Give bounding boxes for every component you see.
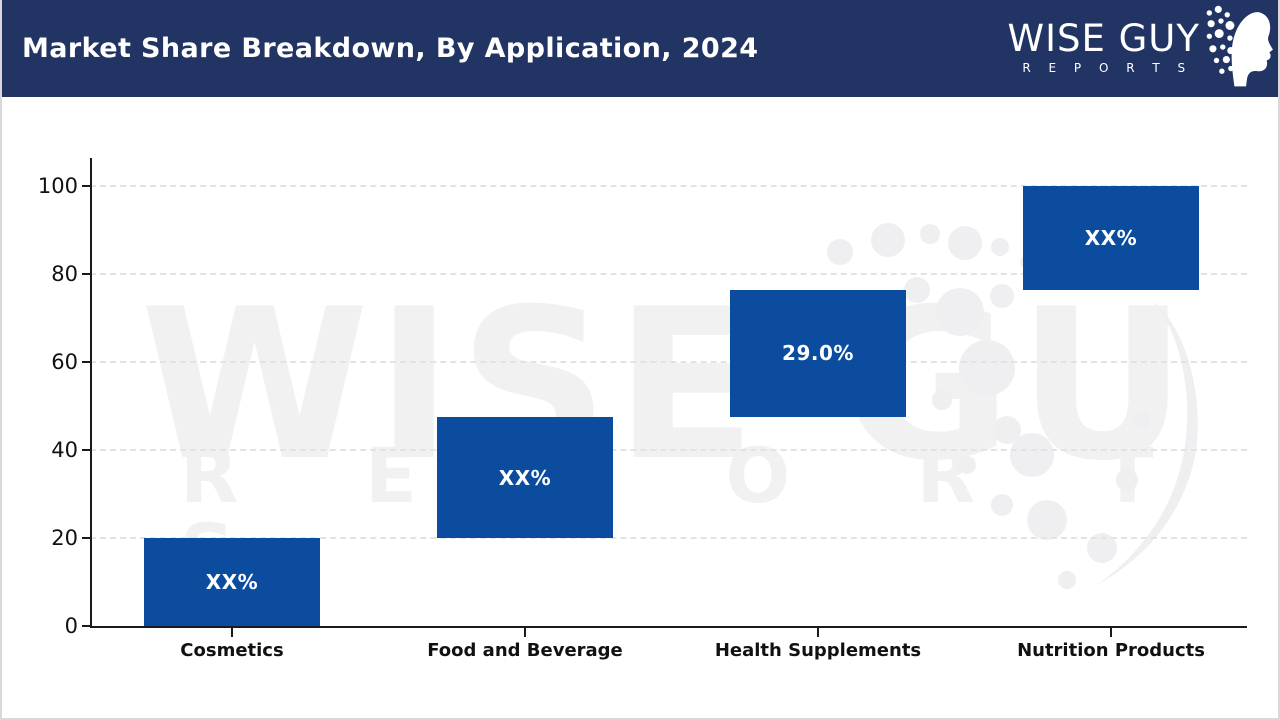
y-tick-mark-20 xyxy=(82,537,90,540)
bar-value-label-nutrition-products: XX% xyxy=(1084,226,1138,251)
x-category-label-food-and-beverage: Food and Beverage xyxy=(427,640,623,661)
bar-food-and-beverage: XX% xyxy=(437,417,613,539)
y-tick-label-20: 20 xyxy=(51,526,78,551)
y-tick-mark-0 xyxy=(82,625,90,627)
bar-value-label-health-supplements: 29.0% xyxy=(782,341,854,366)
gridline-y60 xyxy=(90,361,1247,364)
logo-name: WISE GUY xyxy=(1007,16,1200,60)
x-category-label-health-supplements: Health Supplements xyxy=(714,640,922,661)
y-tick-mark-100 xyxy=(82,185,90,188)
y-tick-label-0: 0 xyxy=(64,614,78,638)
header-bar: Market Share Breakdown, By Application, … xyxy=(2,0,1278,97)
bar-value-label-food-and-beverage: XX% xyxy=(498,465,552,490)
bar-cosmetics: XX% xyxy=(144,538,320,626)
y-tick-label-60: 60 xyxy=(51,350,78,375)
y-tick-mark-40 xyxy=(82,449,90,452)
watermark-text-small: R E P O R T S xyxy=(180,431,1204,590)
wise-guy-reports-logo: WISE GUY R E P O R T S xyxy=(1008,4,1274,90)
gridline-y40 xyxy=(90,449,1247,452)
watermark-text-large: WISE GU xyxy=(140,265,1193,507)
bar-health-supplements: 29.0% xyxy=(730,289,906,418)
x-tick-mark-food-and-beverage xyxy=(524,628,526,637)
y-tick-mark-60 xyxy=(82,361,90,364)
gridline-y100 xyxy=(90,185,1247,188)
page-title: Market Share Breakdown, By Application, … xyxy=(22,33,759,64)
y-tick-label-40: 40 xyxy=(51,438,78,463)
y-tick-label-100: 100 xyxy=(37,174,78,199)
x-tick-mark-cosmetics xyxy=(231,628,233,637)
y-axis-spine xyxy=(90,158,92,628)
logo-text: WISE GUY R E P O R T S xyxy=(1008,20,1200,75)
y-tick-mark-80 xyxy=(82,273,90,276)
face-profile-icon xyxy=(1206,5,1273,87)
y-tick-label-80: 80 xyxy=(51,262,78,287)
gridline-y20 xyxy=(90,537,1247,540)
x-tick-mark-health-supplements xyxy=(817,628,819,637)
x-category-label-cosmetics: Cosmetics xyxy=(180,640,284,661)
x-tick-mark-nutrition-products xyxy=(1110,628,1112,637)
x-axis-spine xyxy=(90,626,1247,628)
gridline-y80 xyxy=(90,273,1247,276)
x-category-label-nutrition-products: Nutrition Products xyxy=(1017,640,1205,661)
logo-subtitle: R E P O R T S xyxy=(1022,60,1193,75)
bar-nutrition-products: XX% xyxy=(1023,186,1199,290)
bar-value-label-cosmetics: XX% xyxy=(205,570,259,595)
